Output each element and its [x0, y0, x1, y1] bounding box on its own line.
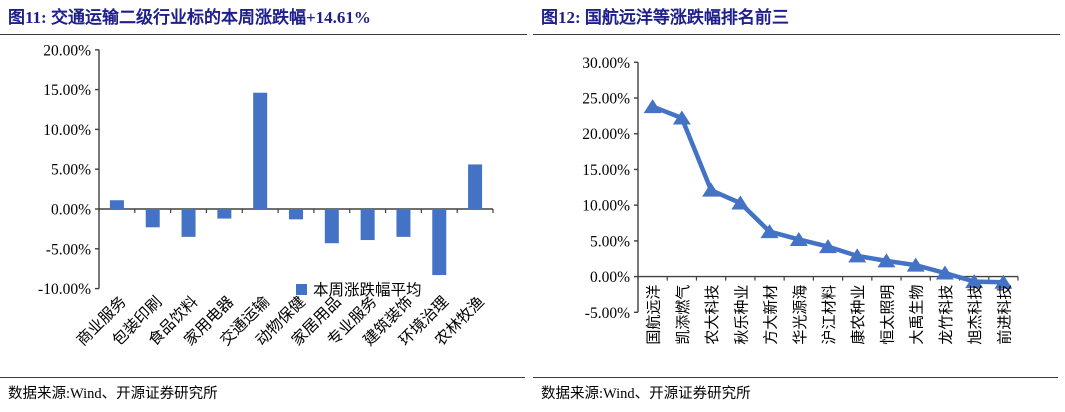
- figure-12-panel: 图12: 国航远洋等涨跌幅排名前三 30.00% 25.00% 20.00% 15.0…: [533, 0, 1065, 412]
- figure-11-title: 图11: 交通运输二级行业标的本周涨跌幅+14.61%: [8, 8, 371, 27]
- bar: [468, 164, 483, 209]
- y-tick-label: 10.00%: [582, 198, 630, 215]
- bar: [432, 209, 447, 276]
- marker-triangle: [965, 274, 984, 289]
- y-tick-label: 15.00%: [43, 82, 91, 99]
- x-category-label: 农大科技: [704, 285, 721, 345]
- bar: [217, 209, 232, 219]
- marker-triangle: [935, 265, 954, 280]
- figure-12-data-source: 数据来源:Wind、开源证券研究所: [541, 386, 751, 402]
- marker-triangle: [702, 182, 721, 197]
- marker-triangle: [789, 231, 808, 246]
- x-category-label: 康农种业: [850, 285, 867, 345]
- top-stocks-line-chart: 30.00% 25.00% 20.00% 15.00% 10.00% 5.00% 0.00%…: [582, 55, 1019, 345]
- marker-triangle: [906, 257, 925, 272]
- y-tick-label: -5.00%: [585, 305, 630, 322]
- bar: [396, 209, 411, 237]
- figure-12-title-underline: [533, 34, 1060, 35]
- figure-11-source-divider: [0, 377, 525, 378]
- figure-11-panel: 图11: 交通运输二级行业标的本周涨跌幅+14.61% 20.00% 15.00%…: [0, 0, 532, 412]
- y-tick-label: 0.00%: [51, 202, 91, 219]
- bar: [181, 209, 196, 237]
- y-tick-label: 20.00%: [43, 42, 91, 59]
- x-category-label: 旭杰科技: [967, 285, 984, 345]
- y-tick-label: -5.00%: [46, 241, 91, 258]
- marker-triangle: [643, 99, 662, 114]
- figure-12-title: 图12: 国航远洋等涨跌幅排名前三: [541, 8, 789, 27]
- legend-label: 本周涨跌幅平均: [313, 281, 422, 299]
- y-tick-label: 10.00%: [43, 122, 91, 139]
- marker-triangle: [731, 195, 750, 210]
- bar: [324, 209, 339, 244]
- figure-11-title-underline: [0, 34, 527, 35]
- x-category-label: 大禹生物: [909, 285, 926, 345]
- x-category-label: 方大新材: [763, 285, 780, 345]
- marker-triangle: [848, 248, 867, 263]
- y-tick-label: 0.00%: [590, 269, 630, 286]
- figure-11-data-source: 数据来源:Wind、开源证券研究所: [8, 386, 218, 402]
- bar: [253, 92, 268, 209]
- y-tick-label: 5.00%: [590, 233, 630, 250]
- marker-triangle: [760, 224, 779, 239]
- x-category-label: 秋乐种业: [733, 285, 750, 345]
- marker-triangle: [877, 253, 896, 268]
- marker-triangle: [672, 110, 691, 125]
- x-category-label: 华光源海: [792, 285, 809, 345]
- y-tick-label: -10.00%: [38, 281, 91, 298]
- y-tick-label: 5.00%: [51, 162, 91, 179]
- y-tick-label: 25.00%: [582, 91, 630, 108]
- figure-12-source-divider: [533, 377, 1058, 378]
- x-category-label: 前进科技: [996, 285, 1013, 345]
- marker-triangle: [994, 274, 1013, 289]
- weekly-change-bar-chart: 20.00% 15.00% 10.00% 5.00% 0.00% -5.00% -10.00…: [38, 42, 494, 349]
- bar: [145, 209, 160, 228]
- x-category-label: 沪江材料: [821, 285, 838, 345]
- marker-triangle: [819, 239, 837, 254]
- y-tick-label: 30.00%: [582, 55, 630, 72]
- x-category-label: 恒太照明: [879, 285, 896, 345]
- x-category-label: 国航远洋: [646, 285, 663, 345]
- bar: [360, 209, 375, 241]
- y-tick-label: 15.00%: [582, 162, 630, 179]
- y-tick-label: 20.00%: [582, 126, 630, 143]
- x-category-label: 龙竹科技: [938, 285, 955, 345]
- bar: [289, 209, 303, 220]
- legend-swatch: [296, 284, 307, 295]
- bar: [109, 200, 124, 209]
- x-category-label: 凯添燃气: [674, 285, 692, 345]
